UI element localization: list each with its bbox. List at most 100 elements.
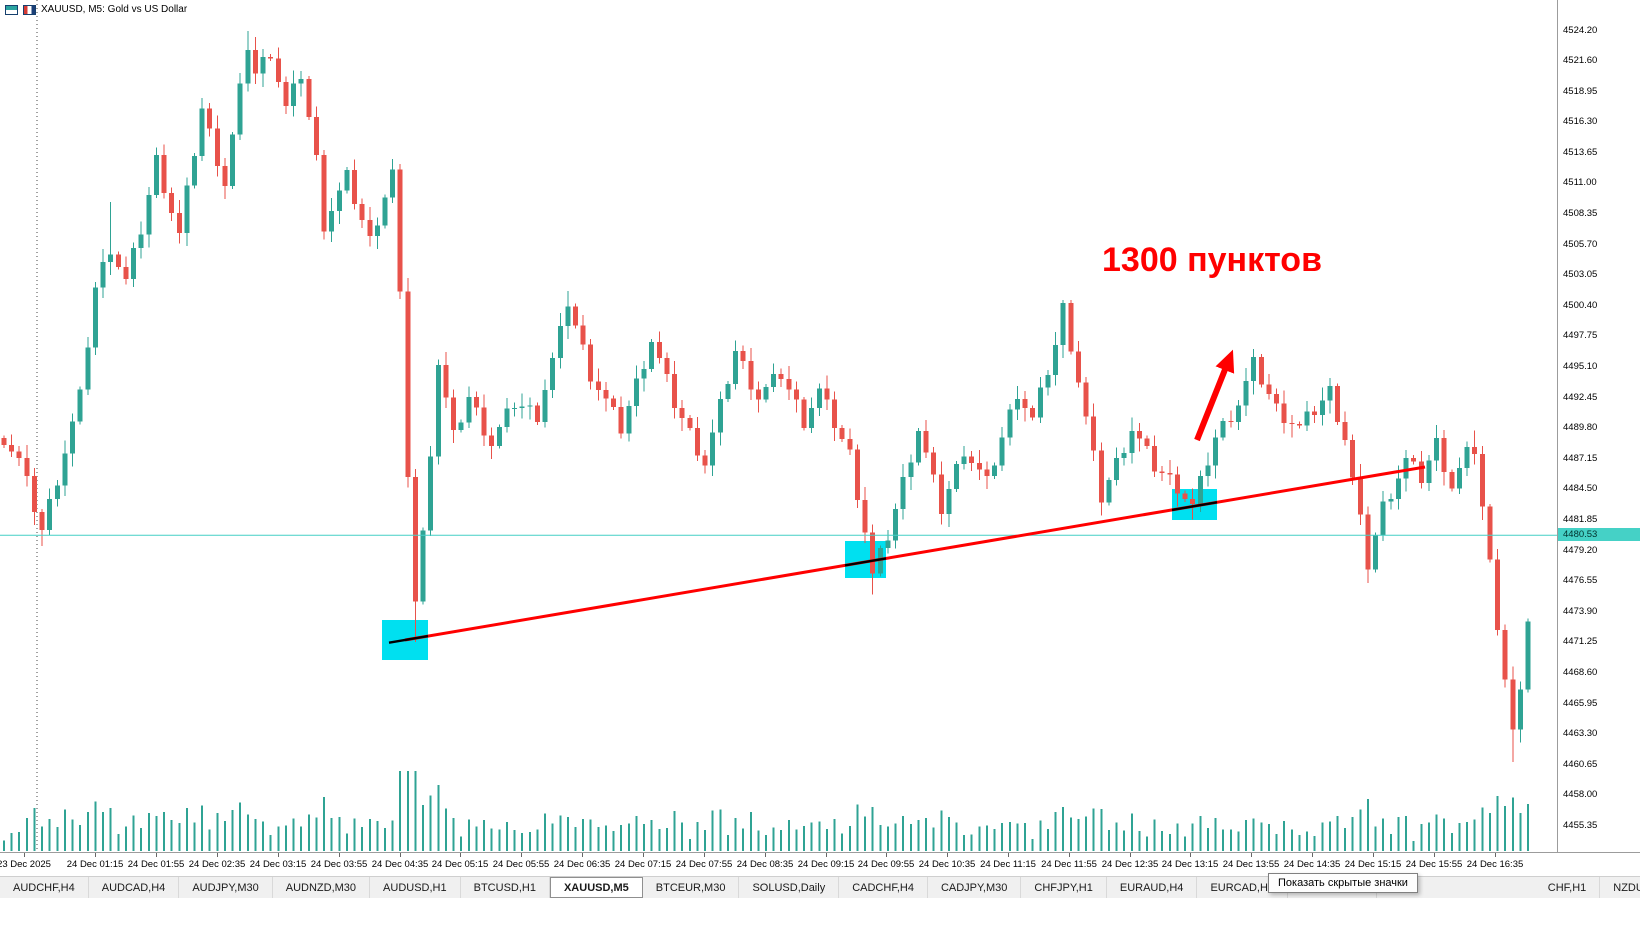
price-axis-label: 4508.35 <box>1563 208 1598 220</box>
candle-body <box>801 399 807 428</box>
trendline-object[interactable] <box>404 465 1426 642</box>
candle-body <box>839 428 845 439</box>
volume-bar <box>1405 815 1408 851</box>
time-axis-label: 24 Dec 13:55 <box>1222 859 1280 870</box>
volume-bar <box>330 818 333 851</box>
volume-bar <box>444 808 447 851</box>
volume-bar <box>185 807 188 851</box>
chart-tab-chf-h1[interactable]: CHF,H1 <box>1534 877 1601 898</box>
volume-bar <box>1466 822 1469 851</box>
volume-bar <box>102 812 105 851</box>
chart-tab-btceur-m30[interactable]: BTCEUR,M30 <box>642 877 740 898</box>
candle-body <box>62 453 68 486</box>
volume-bar <box>10 832 13 851</box>
chart-tab-cadchf-h4[interactable]: CADCHF,H4 <box>839 877 928 898</box>
volume-bar <box>1245 819 1248 851</box>
volume-bar <box>1115 822 1118 851</box>
chart-tab-audjpy-m30[interactable]: AUDJPY,M30 <box>179 877 273 898</box>
chart-tab-chfjpy-h1[interactable]: CHFJPY,H1 <box>1021 877 1107 898</box>
volume-bar <box>1397 816 1400 851</box>
volume-bar <box>970 834 973 851</box>
candle-body <box>1060 303 1066 346</box>
volume-bar <box>1222 829 1225 851</box>
candle-body <box>954 463 959 490</box>
volume-bar <box>932 827 935 851</box>
trendline-black-segment[interactable] <box>388 634 429 644</box>
price-axis-label: 4465.95 <box>1563 697 1598 709</box>
volume-bar <box>384 828 386 851</box>
volume-bar <box>155 816 158 851</box>
trendline-black-segment[interactable] <box>1171 501 1218 512</box>
chart-tab-bar: AUDCHF,H4 AUDCAD,H4 AUDJPY,M30 AUDNZD,M30 AU… <box>0 876 1640 898</box>
market-watch-icon[interactable] <box>5 4 18 15</box>
price-axis-label: 4468.60 <box>1563 667 1598 678</box>
candle-body <box>908 462 914 477</box>
candle-body <box>1053 345 1059 376</box>
volume-bar <box>1306 831 1309 851</box>
volume-bar <box>1443 818 1446 851</box>
price-axis-label: 4455.35 <box>1563 820 1598 831</box>
volume-bar <box>688 838 691 851</box>
volume-bar <box>765 834 767 851</box>
time-axis-label: 24 Dec 03:55 <box>310 859 368 870</box>
volume-bar <box>726 834 729 851</box>
volume-bar <box>1184 836 1187 851</box>
chart-tab-xauusd-m5[interactable]: XAUUSD,M5 <box>549 877 643 898</box>
trend-arrow-object[interactable] <box>1194 349 1235 442</box>
chart-tab-audcad-h4[interactable]: AUDCAD,H4 <box>88 877 180 898</box>
chart-tab-audchf-h4[interactable]: AUDCHF,H4 <box>0 877 89 898</box>
volume-bar <box>1420 824 1423 851</box>
volume-bar <box>391 820 394 851</box>
time-axis-label: 24 Dec 12:35 <box>1101 859 1159 870</box>
volume-bar <box>1138 830 1141 851</box>
price-axis[interactable]: 4480.53 4524.20 4521.60 4518.95 4516.30 4513… <box>1557 0 1640 852</box>
time-axis-tick <box>1008 853 1009 857</box>
candle-body <box>641 369 647 379</box>
points-annotation-text[interactable]: 1300 пунктов <box>1102 241 1322 279</box>
time-axis-label: 23 Dec 2025 <box>0 859 51 870</box>
chart-tab-audusd-h1[interactable]: AUDUSD,H1 <box>370 877 461 898</box>
volume-bar <box>323 796 326 851</box>
volume-bar <box>604 825 607 851</box>
volume-bar <box>124 826 127 851</box>
chart-window-icon[interactable] <box>23 4 36 15</box>
candle-body <box>146 194 152 235</box>
volume-bar <box>825 829 828 851</box>
candle-body <box>275 58 281 83</box>
candle-body <box>1464 447 1470 468</box>
candle-body <box>1045 375 1051 388</box>
price-chart-pane[interactable]: 1300 пунктов <box>0 0 1557 852</box>
volume-bar <box>490 828 493 851</box>
volume-bar <box>1519 813 1522 851</box>
chart-tab-cadjpy-m30[interactable]: CADJPY,M30 <box>927 877 1022 898</box>
volume-bar <box>742 828 745 851</box>
volume-bar <box>635 815 638 851</box>
volume-bar <box>1031 839 1034 851</box>
price-axis-label: 4479.20 <box>1563 544 1598 556</box>
candle-body <box>70 421 76 454</box>
volume-bar <box>833 818 836 851</box>
chart-tab-solusd-daily[interactable]: SOLUSD,Daily <box>739 877 840 898</box>
volume-bar <box>643 823 646 851</box>
volume-bar <box>734 817 737 851</box>
candle-body <box>1258 357 1264 385</box>
volume-bar <box>1161 830 1164 851</box>
chart-tab-audnzd-m30[interactable]: AUDNZD,M30 <box>272 877 371 898</box>
volume-bar <box>1450 833 1453 851</box>
time-axis-tick <box>95 853 96 857</box>
candle-body <box>260 57 266 74</box>
candle-body <box>1121 453 1127 458</box>
volume-bar <box>658 829 661 851</box>
volume-bar <box>86 812 89 851</box>
chart-tab-euraud-h4[interactable]: EURAUD,H4 <box>1106 877 1198 898</box>
price-axis-label: 4481.85 <box>1563 514 1598 525</box>
trendline-black-segment[interactable] <box>844 557 887 567</box>
time-axis-tick <box>1069 853 1070 857</box>
chart-tab-nzdusd[interactable]: NZDUSD, <box>1600 877 1640 898</box>
volume-bar <box>521 832 524 851</box>
chart-tab-eurcad-h4[interactable]: EURCAD,H4 <box>1197 877 1289 898</box>
chart-tab-btcusd-h1[interactable]: BTCUSD,H1 <box>460 877 550 898</box>
volume-bar <box>1427 822 1430 851</box>
time-axis[interactable]: 23 Dec 2025 24 Dec 01:15 24 Dec 01:55 24 De… <box>0 852 1640 876</box>
volume-bar <box>1229 829 1232 851</box>
